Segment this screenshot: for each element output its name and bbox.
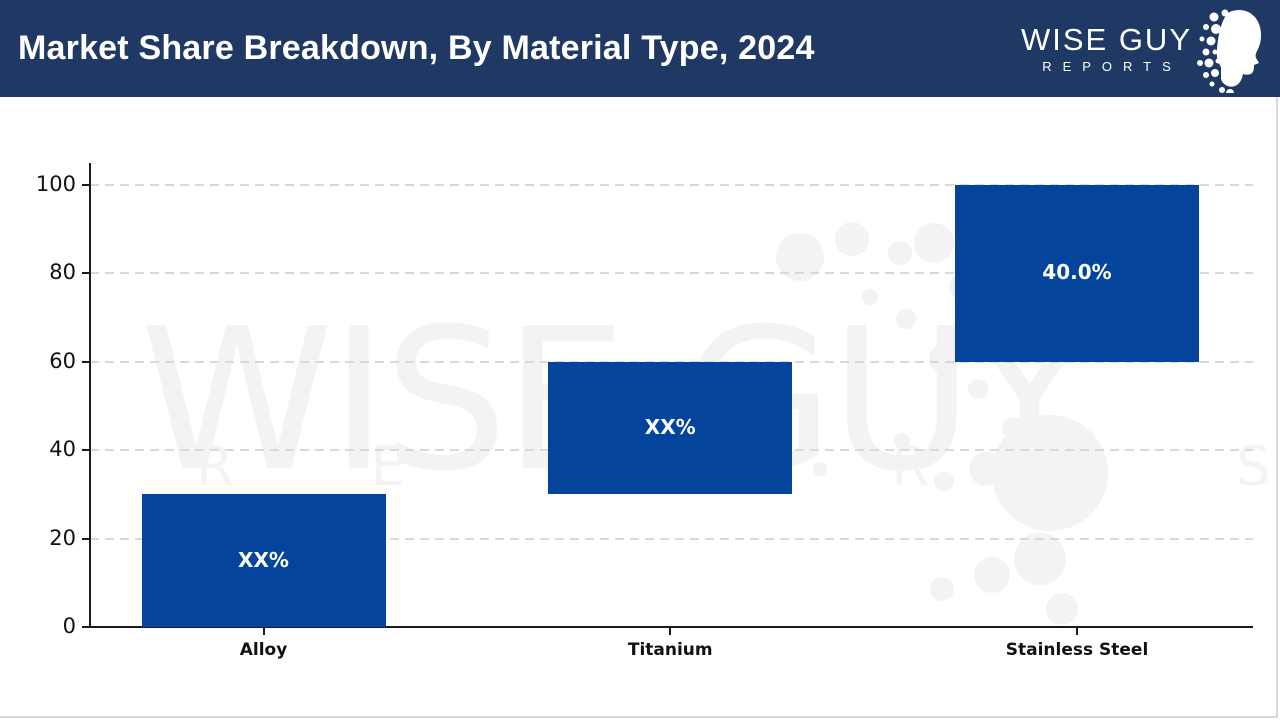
y-tick-0 xyxy=(82,626,90,628)
gridline-80 xyxy=(90,272,1253,274)
header: Market Share Breakdown, By Material Type… xyxy=(0,0,1280,97)
y-axis xyxy=(89,163,91,628)
gridline-20 xyxy=(90,537,1253,540)
x-tick-3 xyxy=(1076,627,1078,635)
y-tick-20 xyxy=(82,537,90,540)
page-title: Market Share Breakdown, By Material Type… xyxy=(18,29,815,67)
y-tick-label-20: 20 xyxy=(49,525,76,550)
category-label-2: Titanium xyxy=(627,640,713,660)
wise-guy-reports-logo: WISE GUY REPORTS xyxy=(1021,0,1266,97)
x-tick-2 xyxy=(669,627,672,635)
y-tick-100 xyxy=(82,183,90,186)
y-tick-label-40: 40 xyxy=(49,437,76,461)
chart-area: WISE GUY R E P O R T S 020406080100XX%Al… xyxy=(0,97,1278,718)
logo-subtitle: REPORTS xyxy=(1042,59,1182,74)
bar-titanium: XX% xyxy=(548,361,793,495)
y-tick-label-60: 60 xyxy=(49,348,76,373)
logo-text: WISE GUY REPORTS xyxy=(1021,24,1192,73)
y-tick-60 xyxy=(82,360,90,363)
logo-wordmark: WISE GUY xyxy=(1020,22,1192,57)
y-tick-80 xyxy=(82,272,90,274)
y-tick-label-0: 0 xyxy=(62,614,76,638)
category-label-3: Stainless Steel xyxy=(1005,640,1149,660)
bar-alloy: XX% xyxy=(141,494,386,627)
y-tick-label-80: 80 xyxy=(49,260,76,284)
bar-value-label: XX% xyxy=(238,547,289,572)
y-tick-label-100: 100 xyxy=(35,171,76,196)
bar-value-label: 40.0% xyxy=(1042,260,1112,284)
y-tick-40 xyxy=(82,449,90,451)
plot: 0 20 40 60 80 100 XX% Alloy XX% Titanium 40.0% Stai… xyxy=(0,97,1276,716)
bar-stainless-steel: 40.0% xyxy=(955,184,1199,362)
gridline-100 xyxy=(90,183,1253,186)
category-label-1: Alloy xyxy=(239,640,288,660)
x-tick-1 xyxy=(262,627,265,635)
bar-value-label: XX% xyxy=(644,414,696,439)
dotted-head-profile-icon xyxy=(1197,9,1262,93)
